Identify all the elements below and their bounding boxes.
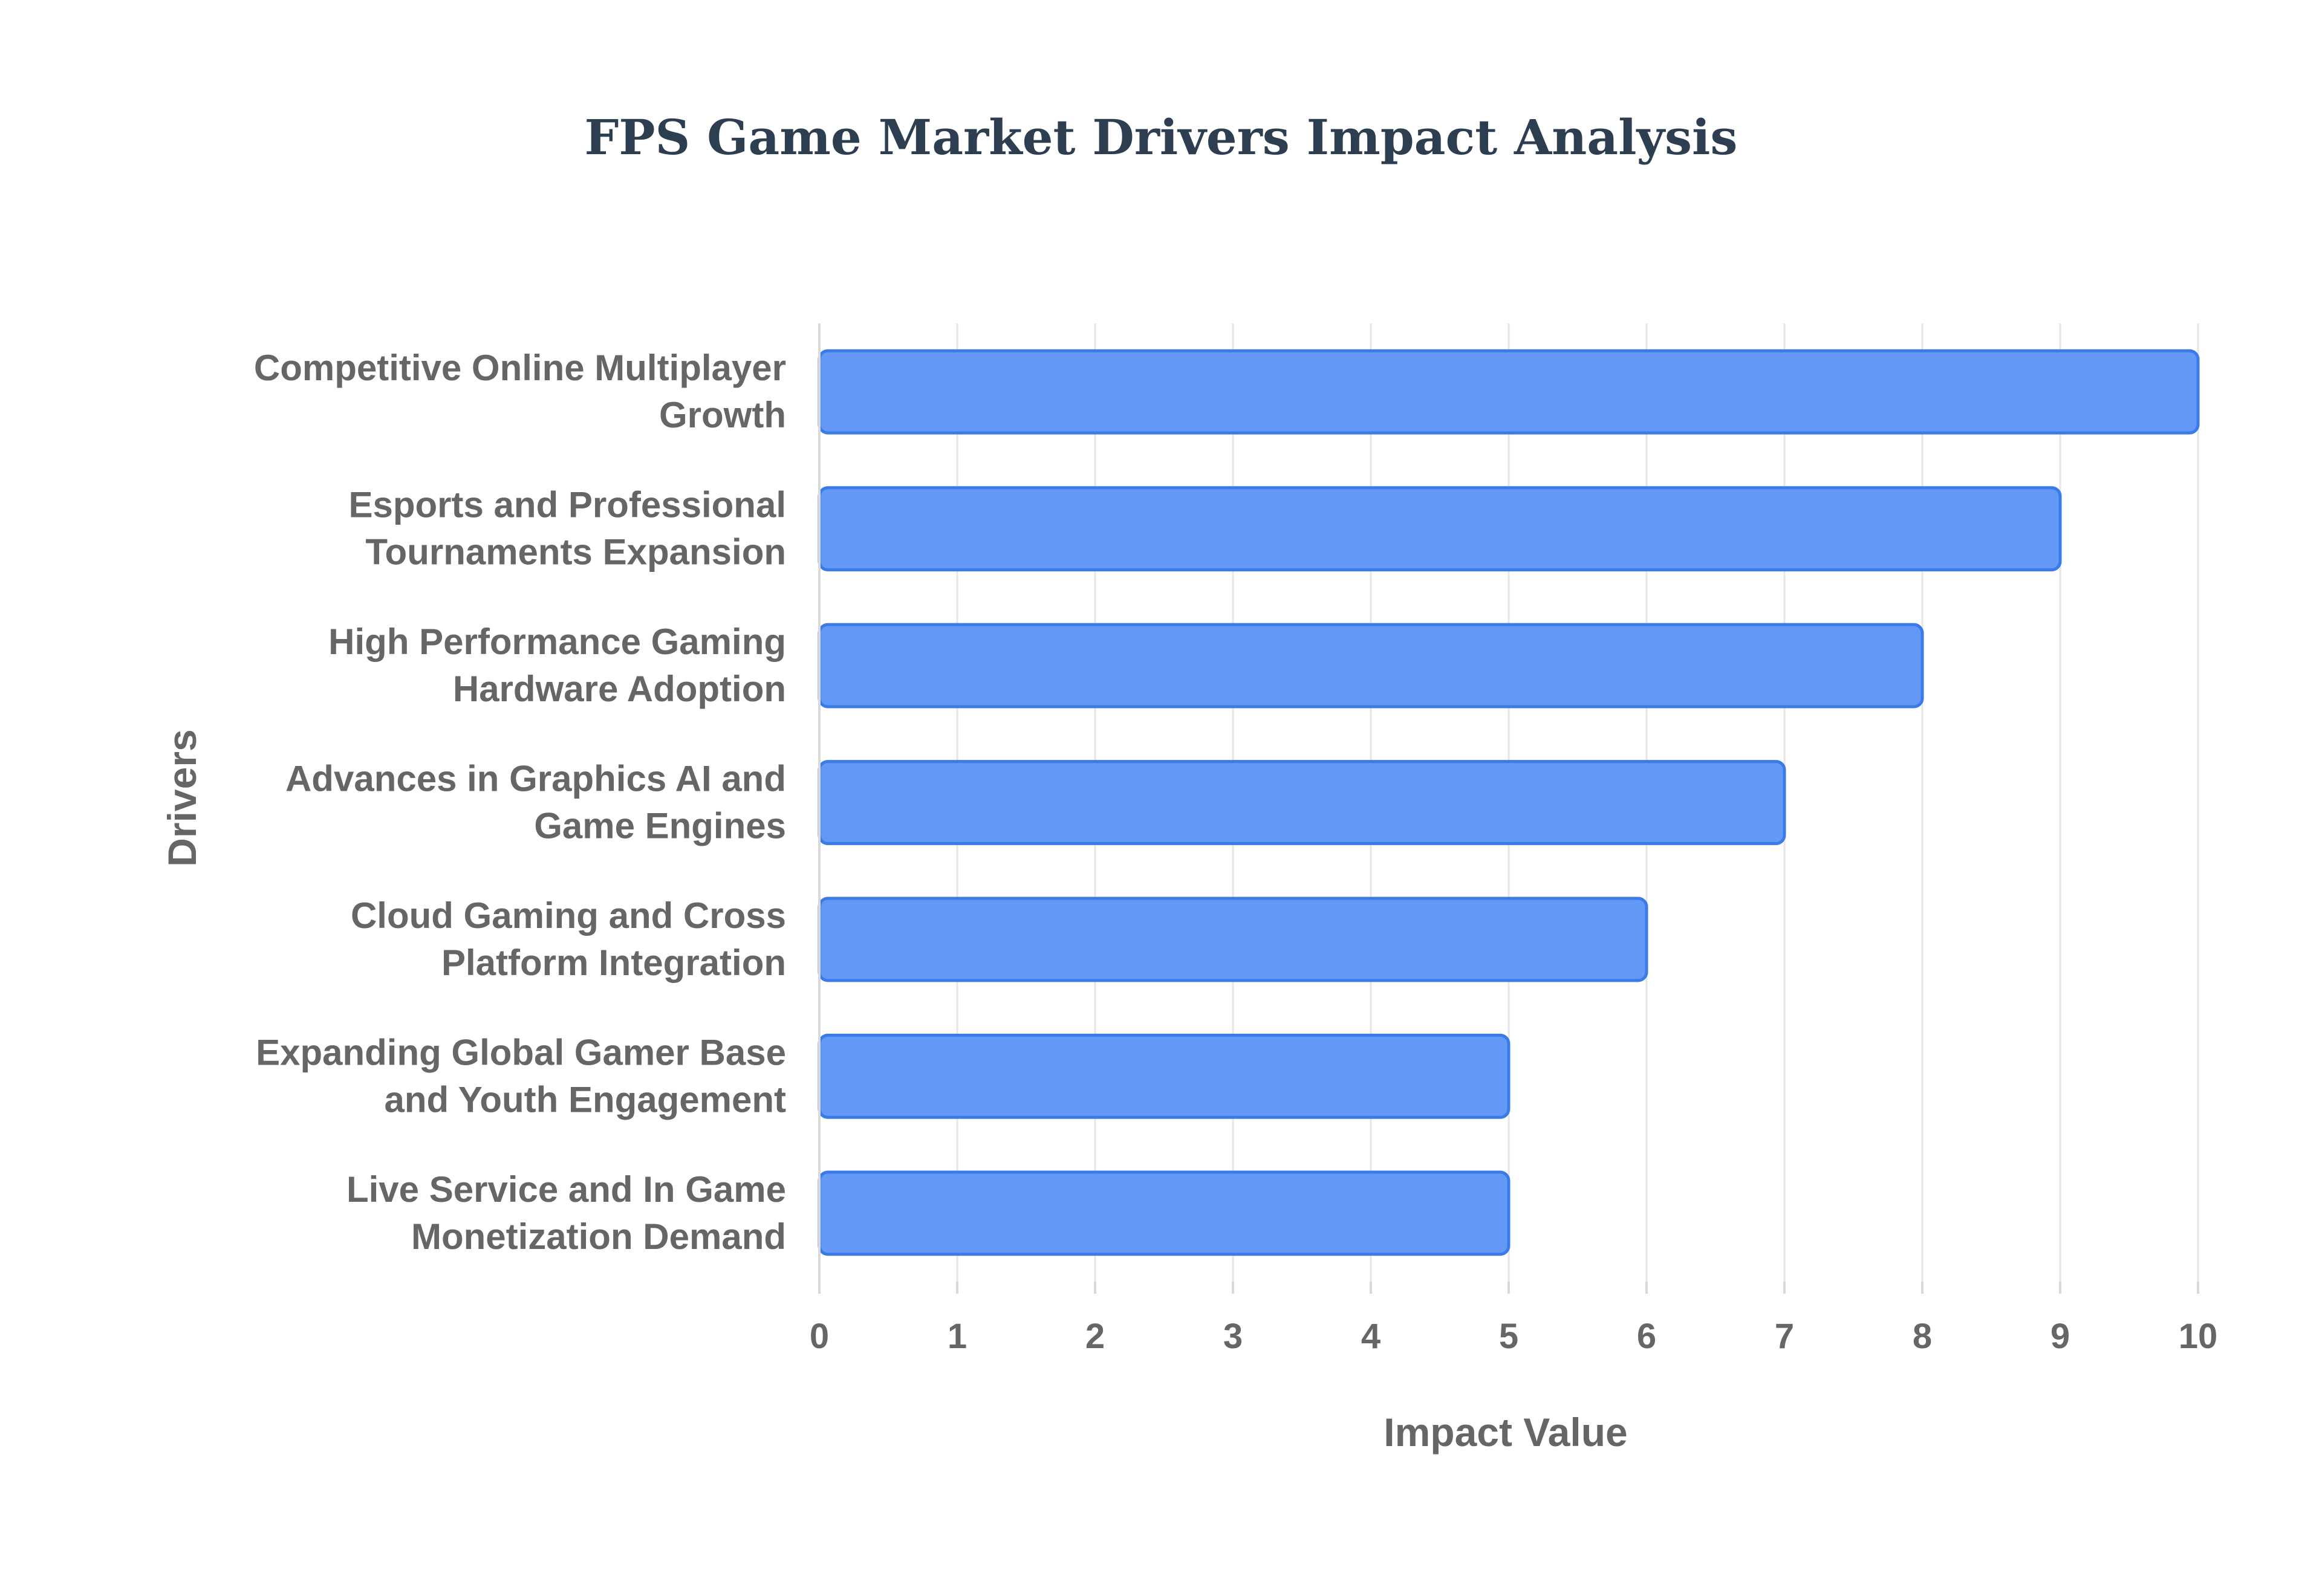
y-axis-title: Drivers (160, 729, 204, 867)
x-tick-label: 0 (810, 1317, 829, 1356)
x-tick-label: 8 (1913, 1317, 1932, 1356)
category-label: Esports and Professional Tournaments Expa… (348, 485, 786, 573)
x-tick-label: 5 (1499, 1317, 1518, 1356)
x-tick-labels: 0 1 2 3 4 5 6 7 8 9 10 (810, 1317, 2217, 1356)
category-label: Expanding Global Gamer Base and Youth Eng… (256, 1032, 786, 1120)
x-tick-label: 3 (1223, 1317, 1243, 1356)
axes (818, 323, 2199, 1294)
x-tick-label: 10 (2179, 1317, 2218, 1356)
category-label: Competitive Online Multiplayer Growth (254, 348, 786, 435)
bar (818, 760, 1786, 845)
category-label: Live Service and In Game Monetization Dem… (346, 1169, 786, 1257)
bar (818, 486, 2062, 572)
category-label: High Performance Gaming Hardware Adoption (328, 621, 786, 709)
category-labels: Competitive Online Multiplayer Growth Espo… (254, 348, 786, 1257)
x-tick-label: 1 (948, 1317, 967, 1356)
category-label: Advances in Graphics AI and Game Engines (285, 759, 786, 846)
category-label: Cloud Gaming and Cross Platform Integrati… (351, 895, 786, 983)
bar (818, 349, 2200, 435)
x-tick-label: 9 (2050, 1317, 2070, 1356)
bars (818, 349, 2200, 1256)
bar (818, 1033, 1511, 1119)
bar (818, 1170, 1511, 1256)
x-tick-label: 6 (1637, 1317, 1656, 1356)
x-axis-title: Impact Value (1384, 1410, 1628, 1455)
bar (818, 897, 1648, 982)
x-tick-label: 2 (1085, 1317, 1105, 1356)
x-tick-label: 7 (1775, 1317, 1794, 1356)
chart-title: FPS Game Market Drivers Impact Analysis (585, 109, 1738, 166)
bar (818, 623, 1924, 709)
x-tick-label: 4 (1361, 1317, 1381, 1356)
